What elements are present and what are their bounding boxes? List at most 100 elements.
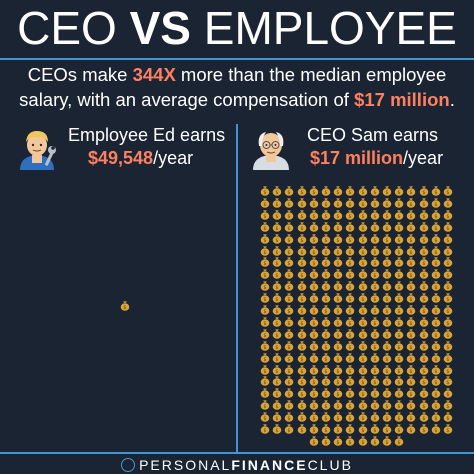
svg-text:$: $ [373,238,376,244]
money-bag-icon: $ [346,364,355,375]
svg-text:$: $ [410,345,413,351]
svg-text:$: $ [263,226,266,232]
money-bag-icon: $ [272,269,282,279]
money-bag-icon: $ [285,269,294,279]
svg-text:$: $ [434,357,437,363]
svg-text:$: $ [337,428,340,434]
money-bag-icon: $ [370,209,380,220]
svg-text:$: $ [276,261,279,267]
money-bag-icon: $ [321,412,331,422]
money-bag-icon: $ [358,281,367,291]
ceo-amount: $17 million [310,148,404,168]
svg-text:$: $ [337,321,340,327]
svg-text:$: $ [398,309,401,315]
money-bag-icon: $ [358,293,367,303]
money-bag-icon: $ [321,388,331,398]
brand-logo-icon [121,458,136,472]
svg-text:$: $ [385,202,388,208]
money-bag-icon: $ [443,328,453,339]
svg-text:$: $ [324,214,327,220]
money-bag-icon: $ [358,340,367,351]
svg-text:$: $ [446,273,449,279]
money-bag-icon: $ [407,269,416,279]
svg-text:$: $ [324,285,327,291]
svg-text:$: $ [263,380,266,386]
svg-text:$: $ [361,321,364,327]
svg-text:$: $ [361,297,364,303]
money-bag-icon: $ [297,209,306,220]
svg-text:$: $ [300,273,303,279]
svg-text:$: $ [324,404,327,410]
svg-text:$: $ [361,440,364,446]
svg-text:$: $ [312,321,315,327]
money-bag-icon: $ [333,281,343,291]
svg-text:$: $ [123,305,126,311]
svg-text:$: $ [385,440,388,446]
money-bag-icon: $ [333,328,343,339]
money-bag-icon: $ [358,364,367,375]
svg-text:$: $ [337,190,340,196]
money-bag-icon: $ [297,388,306,398]
svg-text:$: $ [324,202,327,208]
svg-text:$: $ [324,273,327,279]
svg-text:$: $ [324,357,327,363]
money-bag-icon: $ [370,376,380,386]
svg-text:$: $ [446,321,449,327]
svg-text:$: $ [300,226,303,232]
money-bag-icon: $ [297,340,306,351]
money-bag-icon: $ [358,317,367,327]
money-bag-icon: $ [382,340,392,351]
svg-text:$: $ [398,285,401,291]
money-bag-icon: $ [333,317,343,327]
svg-text:$: $ [337,214,340,220]
svg-text:$: $ [434,369,437,375]
money-bag-icon: $ [309,328,319,339]
money-bag-icon: $ [285,209,294,220]
money-bag-icon: $ [394,281,404,291]
svg-text:$: $ [361,369,364,375]
money-bag-icon: $ [285,293,294,303]
svg-text:$: $ [337,392,340,398]
money-bag-icon: $ [394,209,404,220]
money-bag-icon: $ [321,340,331,351]
svg-text:$: $ [385,190,388,196]
svg-text:$: $ [422,190,425,196]
page-title: CEO VS EMPLOYEE [0,2,474,54]
money-bag-icon: $ [309,340,319,351]
svg-text:$: $ [422,404,425,410]
svg-text:$: $ [398,333,401,339]
summary-part3: . [449,89,455,110]
svg-text:$: $ [276,428,279,434]
svg-text:$: $ [434,297,437,303]
svg-text:$: $ [288,297,291,303]
svg-text:$: $ [263,190,266,196]
svg-text:$: $ [434,416,437,422]
svg-text:$: $ [434,238,437,244]
money-bag-icon: $ [382,364,392,375]
money-bag-icon: $ [260,328,270,339]
svg-text:$: $ [434,380,437,386]
svg-text:$: $ [276,333,279,339]
money-bag-icon: $ [419,376,428,386]
money-bag-icon: $ [297,233,306,244]
svg-text:$: $ [349,250,352,256]
money-bag-icon: $ [285,412,294,422]
money-bag-icon: $ [297,305,306,315]
money-bag-icon: $ [419,352,428,363]
svg-text:$: $ [410,333,413,339]
svg-text:$: $ [263,297,266,303]
svg-text:$: $ [349,190,352,196]
svg-text:$: $ [398,190,401,196]
money-bag-icon: $ [321,221,331,232]
money-bag-icon: $ [321,352,331,363]
svg-text:$: $ [349,369,352,375]
money-bag-icon: $ [272,328,282,339]
svg-text:$: $ [361,285,364,291]
money-bag-icon: $ [346,400,355,410]
money-bag-icon: $ [285,328,294,339]
footer-club: CLUB [307,457,353,473]
svg-text:$: $ [337,238,340,244]
money-bag-icon: $ [370,198,380,208]
svg-text:$: $ [385,297,388,303]
money-bag-icon: $ [260,412,270,422]
